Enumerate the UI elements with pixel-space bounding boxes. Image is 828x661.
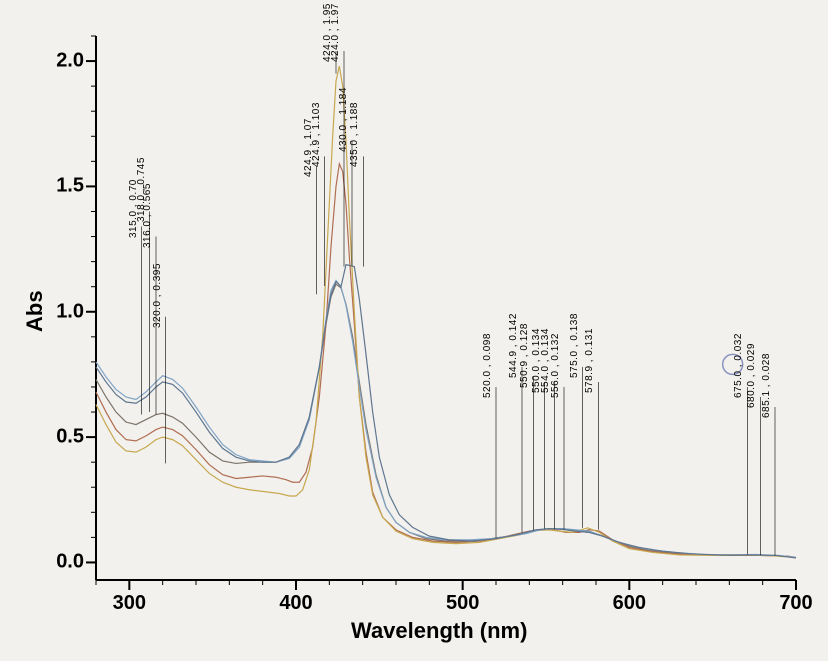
peak-label: 316.0 , 0.565: [142, 183, 153, 248]
peak-label: 556.0 , 0.132: [550, 333, 561, 398]
peak-label: 424.9 , 1.103: [311, 102, 322, 167]
y-tick-label: 1.5: [24, 175, 84, 198]
peak-label: 680.0 , 0.029: [746, 343, 757, 408]
x-tick-label: 600: [613, 592, 646, 615]
y-tick-label: 1.0: [24, 300, 84, 323]
peak-label: 578.9 , 0.131: [584, 328, 595, 393]
x-tick-label: 300: [113, 592, 146, 615]
x-tick-label: 700: [779, 592, 812, 615]
x-tick-label: 500: [446, 592, 479, 615]
peak-label: 575.0 , 0.138: [569, 313, 580, 378]
x-tick-label: 400: [279, 592, 312, 615]
spectrum-plot: [0, 0, 828, 661]
peak-label: 430.0 , 1.184: [338, 87, 349, 152]
peak-label: 424.0 , 1.97: [330, 3, 341, 62]
peak-label: 675.0 , 0.032: [733, 333, 744, 398]
y-tick-label: 2.0: [24, 50, 84, 73]
peak-label: 435.0 , 1.188: [349, 102, 360, 167]
y-tick-label: 0.5: [24, 426, 84, 449]
peak-label: 544.9 , 0.142: [508, 313, 519, 378]
y-tick-label: 0.0: [24, 551, 84, 574]
x-axis-label: Wavelength (nm): [351, 618, 527, 644]
peak-label: 320.0 , 0.395: [152, 263, 163, 328]
chart-container: Abs Wavelength (nm) 3004005006007000.00.…: [0, 0, 828, 661]
peak-label: 550.9 , 0.128: [519, 323, 530, 388]
peak-label: 685.1 , 0.028: [761, 353, 772, 418]
peak-label: 520.0 , 0.098: [482, 333, 493, 398]
